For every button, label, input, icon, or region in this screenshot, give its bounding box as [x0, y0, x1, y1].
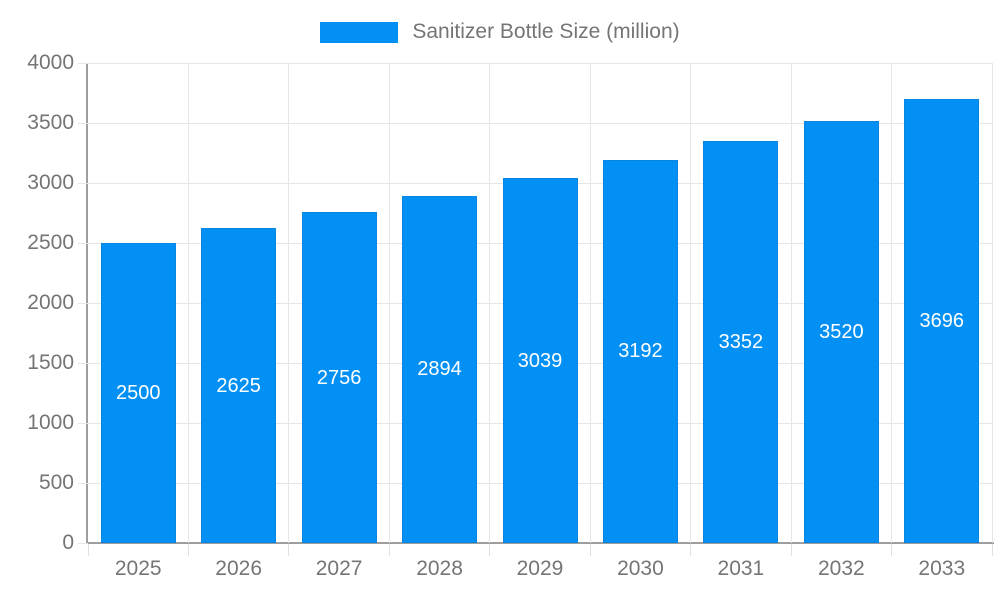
- y-axis-tick: [78, 242, 88, 244]
- y-axis-line: [86, 63, 88, 544]
- bar-2027[interactable]: [301, 212, 377, 543]
- bar-value-label: 3696: [919, 310, 965, 333]
- y-axis-tick-label: 4000: [27, 51, 74, 74]
- y-axis-tick: [78, 182, 88, 184]
- x-axis-tick-label: 2026: [215, 557, 263, 580]
- x-axis-line: [86, 542, 994, 544]
- y-axis-tick-label: 2000: [27, 291, 74, 314]
- x-axis-tick-label: 2032: [817, 557, 865, 580]
- bar-2025[interactable]: [100, 243, 176, 543]
- legend-label: Sanitizer Bottle Size (million): [412, 20, 680, 43]
- bar-2032[interactable]: [803, 120, 879, 543]
- gridline-vertical: [991, 63, 993, 543]
- x-axis-tick-label: 2029: [516, 557, 564, 580]
- x-axis-tick: [489, 544, 491, 556]
- x-axis-tick: [891, 544, 893, 556]
- gridline-horizontal: [88, 122, 992, 124]
- x-axis-tick: [690, 544, 692, 556]
- x-axis-tick-label: 2033: [918, 557, 966, 580]
- y-axis-tick-label: 3500: [27, 111, 74, 134]
- bar-value-label: 2500: [115, 382, 161, 404]
- y-axis-tick-label: 3000: [27, 171, 74, 194]
- y-axis-tick-label: 1500: [27, 351, 74, 374]
- y-axis-tick-label: 1000: [27, 411, 74, 434]
- x-axis-tick: [790, 544, 792, 556]
- x-axis-tick-label: 2031: [717, 557, 765, 580]
- y-axis-tick-label: 2500: [27, 231, 74, 254]
- bar-2030[interactable]: [602, 159, 678, 543]
- plot-area: 2500 2625 2756 2894 3039 3192 3352 3520 3696: [88, 62, 993, 543]
- y-axis-tick: [78, 302, 88, 304]
- gridline-vertical: [187, 63, 189, 543]
- bar-value-label: 2894: [417, 358, 462, 381]
- x-axis-tick: [991, 544, 993, 556]
- bar-2029[interactable]: [502, 178, 578, 543]
- gridline-vertical: [388, 63, 390, 543]
- y-axis-tick-label: 0: [62, 531, 74, 554]
- bar-value-label: 3352: [718, 330, 764, 353]
- legend-swatch-icon: [320, 21, 399, 43]
- gridline-vertical: [790, 63, 792, 543]
- bar-value-label: 3520: [819, 320, 864, 343]
- gridline-vertical: [288, 63, 290, 543]
- x-axis-tick: [87, 544, 89, 556]
- gridline-vertical: [891, 63, 893, 543]
- bar-value-label: 2756: [316, 366, 362, 389]
- gridline-vertical: [690, 63, 692, 543]
- x-axis-tick-label: 2030: [617, 557, 664, 580]
- bar-2028[interactable]: [402, 195, 478, 543]
- x-axis-tick: [388, 544, 390, 556]
- bar-value-label: 3192: [618, 340, 663, 363]
- bar-value-label: 3039: [517, 349, 563, 372]
- gridline-vertical: [589, 63, 591, 543]
- y-axis-tick: [78, 422, 88, 424]
- y-axis-tick: [78, 62, 88, 64]
- bar-value-label: 2625: [216, 374, 261, 397]
- y-axis-tick: [78, 542, 88, 544]
- x-axis-tick: [187, 544, 189, 556]
- y-axis-tick: [78, 482, 88, 484]
- bar-2033[interactable]: [904, 99, 980, 543]
- y-axis-tick: [78, 362, 88, 364]
- x-axis-tick: [288, 544, 290, 556]
- x-axis-tick-label: 2025: [114, 557, 162, 580]
- bar-2031[interactable]: [703, 140, 779, 543]
- x-axis-tick-label: 2028: [416, 557, 463, 580]
- chart-legend[interactable]: Sanitizer Bottle Size (million): [0, 20, 1000, 44]
- y-axis-tick-label: 500: [38, 471, 74, 494]
- y-axis-tick: [78, 122, 88, 124]
- x-axis-tick-label: 2027: [315, 557, 363, 580]
- gridline-vertical: [489, 63, 491, 543]
- gridline-horizontal: [88, 62, 992, 64]
- x-axis-tick: [589, 544, 591, 556]
- bar-2026[interactable]: [201, 228, 277, 543]
